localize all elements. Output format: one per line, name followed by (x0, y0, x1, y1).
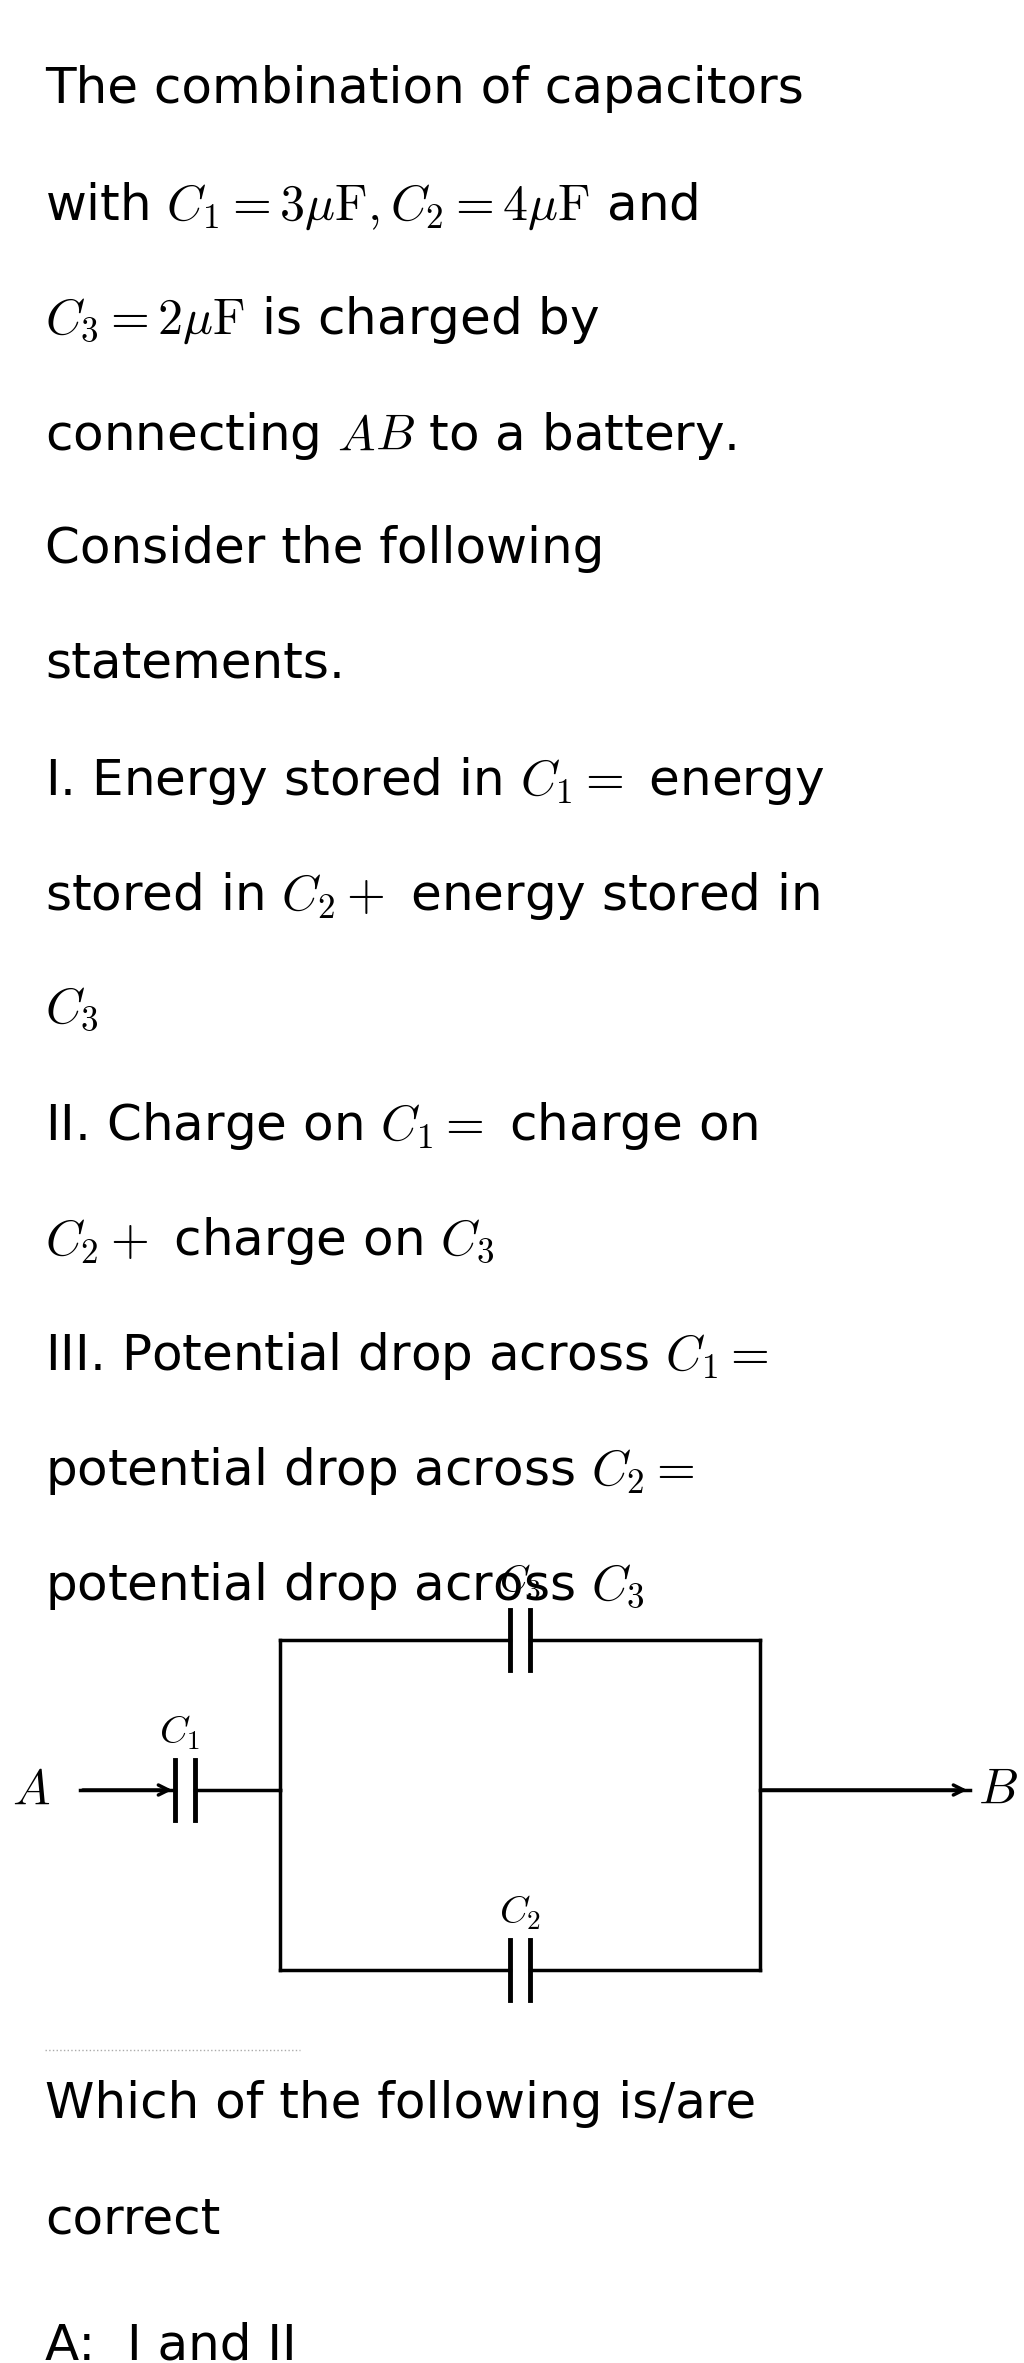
Text: $A$: $A$ (12, 1765, 50, 1815)
Text: stored in $C_2+$ energy stored in: stored in $C_2+$ energy stored in (45, 870, 820, 922)
Text: connecting $AB$ to a battery.: connecting $AB$ to a battery. (45, 411, 736, 463)
Text: $C_2+$ charge on $C_3$: $C_2+$ charge on $C_3$ (45, 1215, 495, 1267)
Text: III. Potential drop across $C_1 =$: III. Potential drop across $C_1 =$ (45, 1330, 769, 1382)
Text: $C_3$: $C_3$ (499, 1562, 541, 1602)
Text: A:  I and II: A: I and II (45, 2320, 297, 2363)
Text: Which of the following is/are: Which of the following is/are (45, 2079, 756, 2129)
Text: $C_3$: $C_3$ (45, 985, 98, 1033)
Text: $C_3 = 2\mu\mathrm{F}$ is charged by: $C_3 = 2\mu\mathrm{F}$ is charged by (45, 295, 600, 347)
Text: potential drop across $C_2 =$: potential drop across $C_2 =$ (45, 1446, 694, 1498)
Text: with $C_1 = 3\mu\mathrm{F}, C_2 = 4\mu\mathrm{F}$ and: with $C_1 = 3\mu\mathrm{F}, C_2 = 4\mu\m… (45, 180, 698, 232)
Text: II. Charge on $C_1 =$ charge on: II. Charge on $C_1 =$ charge on (45, 1101, 758, 1153)
Text: correct: correct (45, 2195, 220, 2242)
Text: potential drop across $C_3$: potential drop across $C_3$ (45, 1560, 645, 1612)
Text: Consider the following: Consider the following (45, 525, 604, 572)
Text: The combination of capacitors: The combination of capacitors (45, 66, 804, 113)
Text: statements.: statements. (45, 640, 345, 688)
Text: $B$: $B$ (978, 1765, 1018, 1815)
Text: $C_2$: $C_2$ (499, 1893, 541, 1933)
Text: $C_1$: $C_1$ (160, 1713, 201, 1751)
Text: I. Energy stored in $C_1 =$ energy: I. Energy stored in $C_1 =$ energy (45, 756, 824, 808)
